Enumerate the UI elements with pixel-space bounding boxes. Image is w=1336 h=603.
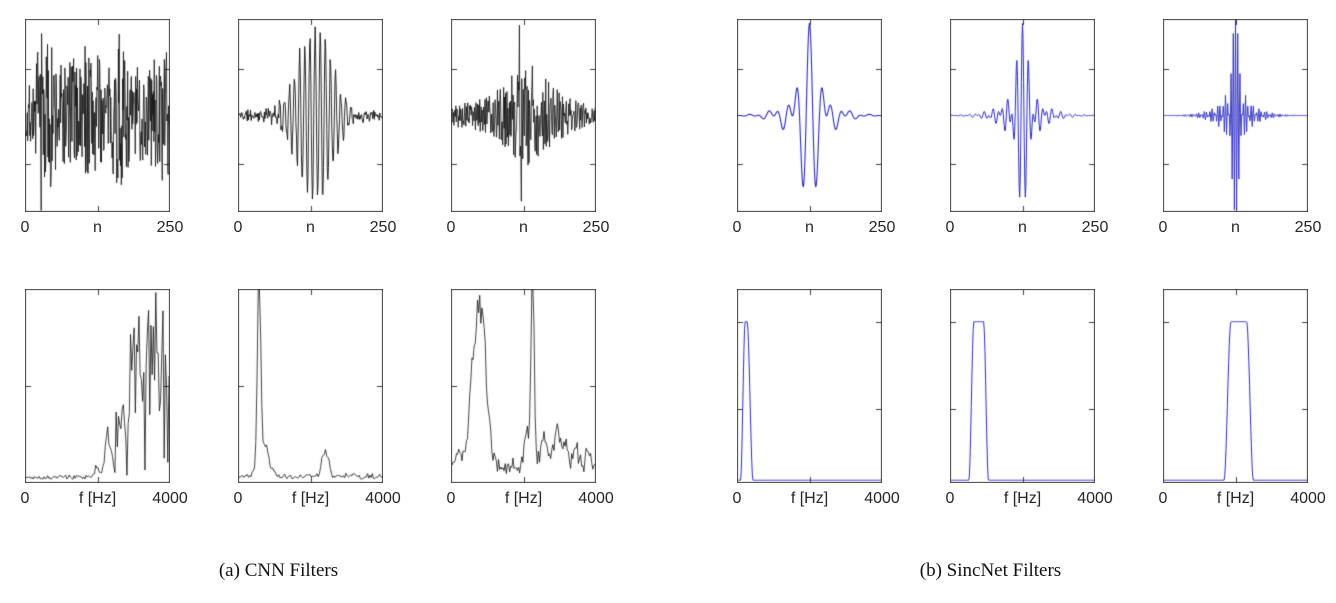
x-tick-min: 0 [945,219,955,236]
freq-axis-labels: 0 f [Hz] 4000 [21,487,188,511]
x-axis-label: n [1231,219,1240,236]
x-axis-label: f [Hz] [1216,490,1255,507]
x-axis-label: f [Hz] [78,490,117,507]
cnn-time-plot-3 [451,19,596,212]
freq-axis-labels: 0 f [Hz] 4000 [733,487,900,511]
time-axis-labels: 0 n 250 [946,216,1109,240]
x-axis-label: f [Hz] [790,490,829,507]
x-axis-label: n [93,219,102,236]
time-axis-labels: 0 n 250 [234,216,397,240]
sincnet-column-2: 0 n 250 0 f [Hz] 4000 [946,19,1113,511]
x-tick-max: 250 [369,219,397,236]
x-tick-min: 0 [20,490,30,507]
x-tick-max: 4000 [365,490,401,507]
x-axis-label: f [Hz] [1003,490,1042,507]
x-tick-min: 0 [446,490,456,507]
x-tick-min: 0 [1158,490,1168,507]
x-tick-max: 4000 [864,490,900,507]
freq-axis-labels: 0 f [Hz] 4000 [447,487,614,511]
time-axis-labels: 0 n 250 [447,216,610,240]
cnn-time-plot-2 [238,19,383,212]
cnn-freq-plot-2 [238,289,383,483]
freq-axis-labels: 0 f [Hz] 4000 [234,487,401,511]
x-tick-min: 0 [233,219,243,236]
x-tick-max: 250 [868,219,896,236]
x-axis-label: n [1018,219,1027,236]
sincnet-time-plot-2 [950,19,1095,212]
caption-sincnet-filters: (b) SincNet Filters [919,560,1062,581]
x-tick-min: 0 [732,490,742,507]
sincnet-freq-plot-3 [1163,289,1308,483]
cnn-freq-plot-3 [451,289,596,483]
x-tick-max: 4000 [1077,490,1113,507]
x-tick-max: 250 [1081,219,1109,236]
x-tick-max: 250 [156,219,184,236]
sincnet-freq-plot-1 [737,289,882,483]
cnn-freq-plot-1 [25,289,170,483]
cnn-time-plot-1 [25,19,170,212]
freq-axis-labels: 0 f [Hz] 4000 [1159,487,1326,511]
cnn-plot-grid: 0 n 250 0 f [Hz] 4000 0 n 250 [21,0,614,511]
cnn-column-2: 0 n 250 0 f [Hz] 4000 [234,19,401,511]
x-tick-max: 250 [582,219,610,236]
x-axis-label: f [Hz] [504,490,543,507]
cnn-column-3: 0 n 250 0 f [Hz] 4000 [447,19,614,511]
sincnet-column-1: 0 n 250 0 f [Hz] 4000 [733,19,900,511]
cnn-column-1: 0 n 250 0 f [Hz] 4000 [21,19,188,511]
sincnet-plot-grid: 0 n 250 0 f [Hz] 4000 0 n 250 [733,0,1326,511]
x-tick-min: 0 [732,219,742,236]
sincnet-column-3: 0 n 250 0 f [Hz] 4000 [1159,19,1326,511]
cnn-filters-panel: 0 n 250 0 f [Hz] 4000 0 n 250 [21,0,614,582]
x-tick-max: 4000 [1290,490,1326,507]
freq-axis-labels: 0 f [Hz] 4000 [946,487,1113,511]
x-axis-label: n [805,219,814,236]
x-axis-label: n [306,219,315,236]
x-tick-min: 0 [446,219,456,236]
caption-cnn-filters: (a) CNN Filters [218,560,339,581]
x-tick-min: 0 [945,490,955,507]
x-tick-max: 250 [1294,219,1322,236]
x-tick-min: 0 [233,490,243,507]
sincnet-time-plot-1 [737,19,882,212]
x-axis-label: f [Hz] [291,490,330,507]
x-axis-label: n [519,219,528,236]
sincnet-freq-plot-2 [950,289,1095,483]
x-tick-min: 0 [1158,219,1168,236]
sincnet-filters-panel: 0 n 250 0 f [Hz] 4000 0 n 250 [733,0,1326,582]
time-axis-labels: 0 n 250 [1159,216,1322,240]
x-tick-min: 0 [20,219,30,236]
sincnet-time-plot-3 [1163,19,1308,212]
time-axis-labels: 0 n 250 [21,216,184,240]
time-axis-labels: 0 n 250 [733,216,896,240]
x-tick-max: 4000 [152,490,188,507]
x-tick-max: 4000 [578,490,614,507]
